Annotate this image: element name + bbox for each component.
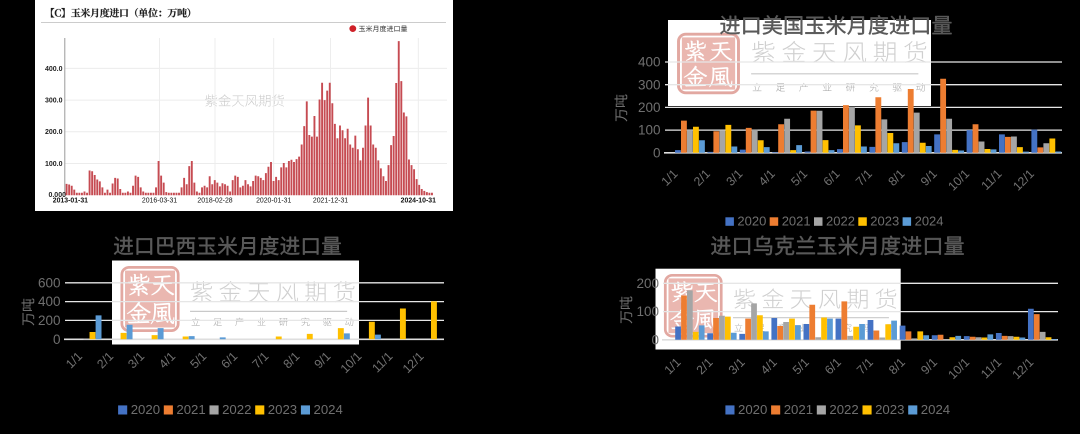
svg-text:2022: 2022	[829, 402, 858, 417]
svg-text:200: 200	[636, 276, 659, 291]
svg-text:400.0: 400.0	[45, 66, 63, 73]
svg-text:400: 400	[38, 294, 61, 309]
svg-text:2016-03-31: 2016-03-31	[142, 198, 177, 205]
svg-text:2020: 2020	[738, 402, 767, 417]
svg-text:100: 100	[638, 123, 661, 138]
svg-text:2020: 2020	[737, 213, 766, 228]
svg-text:2018-02-28: 2018-02-28	[197, 198, 232, 205]
svg-text:2013-01-31: 2013-01-31	[53, 198, 88, 205]
svg-text:400: 400	[638, 55, 661, 70]
svg-text:2021: 2021	[782, 213, 811, 228]
svg-text:200: 200	[638, 100, 661, 115]
svg-text:0: 0	[653, 145, 661, 160]
svg-text:600: 600	[38, 275, 61, 290]
svg-text:0: 0	[53, 332, 61, 347]
svg-text:2024-10-31: 2024-10-31	[401, 198, 436, 205]
svg-text:2023: 2023	[875, 402, 904, 417]
svg-text:200: 200	[38, 313, 61, 328]
svg-text:2023: 2023	[870, 213, 899, 228]
svg-text:2020: 2020	[131, 402, 160, 417]
svg-text:2024: 2024	[915, 213, 944, 228]
svg-text:2021-12-31: 2021-12-31	[313, 198, 348, 205]
svg-text:0.000: 0.000	[48, 192, 66, 199]
svg-text:2020-01-31: 2020-01-31	[256, 198, 291, 205]
svg-text:100: 100	[636, 304, 659, 319]
svg-text:2023: 2023	[268, 402, 297, 417]
svg-text:2021: 2021	[176, 402, 205, 417]
svg-text:2024: 2024	[921, 402, 950, 417]
svg-text:200.0: 200.0	[45, 129, 63, 136]
svg-text:2022: 2022	[222, 402, 251, 417]
svg-text:300: 300	[638, 77, 661, 92]
svg-text:2024: 2024	[314, 402, 343, 417]
svg-text:2021: 2021	[784, 402, 813, 417]
svg-text:2022: 2022	[826, 213, 855, 228]
svg-text:0: 0	[651, 332, 659, 347]
svg-text:100.0: 100.0	[45, 161, 63, 168]
svg-text:300.0: 300.0	[45, 98, 63, 105]
